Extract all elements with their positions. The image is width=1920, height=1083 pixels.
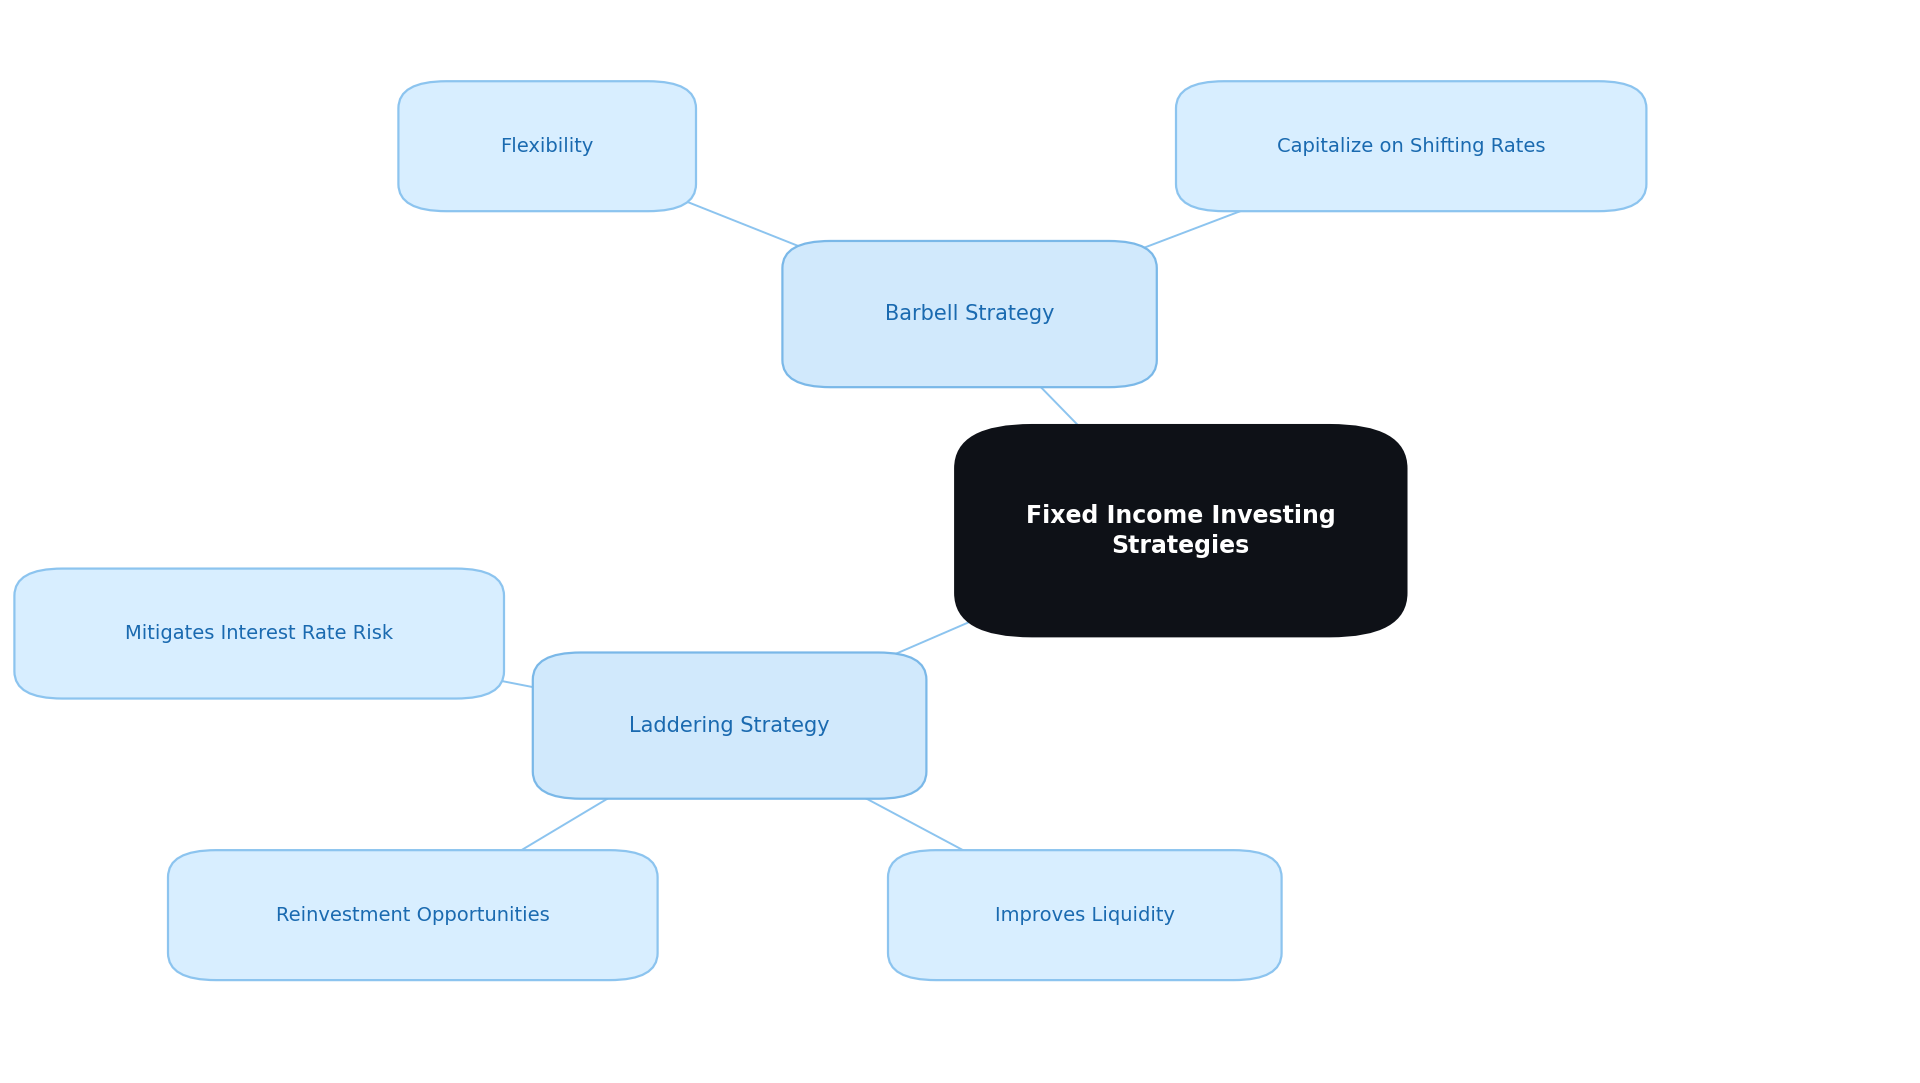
FancyBboxPatch shape xyxy=(783,242,1156,388)
FancyBboxPatch shape xyxy=(1175,81,1645,211)
FancyBboxPatch shape xyxy=(399,81,695,211)
Text: Laddering Strategy: Laddering Strategy xyxy=(630,716,829,735)
FancyBboxPatch shape xyxy=(169,850,657,980)
FancyBboxPatch shape xyxy=(956,425,1405,637)
Text: Reinvestment Opportunities: Reinvestment Opportunities xyxy=(276,905,549,925)
Text: Capitalize on Shifting Rates: Capitalize on Shifting Rates xyxy=(1277,136,1546,156)
FancyBboxPatch shape xyxy=(532,652,925,799)
Text: Mitigates Interest Rate Risk: Mitigates Interest Rate Risk xyxy=(125,624,394,643)
Text: Fixed Income Investing
Strategies: Fixed Income Investing Strategies xyxy=(1025,504,1336,558)
Text: Barbell Strategy: Barbell Strategy xyxy=(885,304,1054,324)
FancyBboxPatch shape xyxy=(887,850,1283,980)
FancyBboxPatch shape xyxy=(15,569,503,699)
Text: Flexibility: Flexibility xyxy=(501,136,593,156)
Text: Improves Liquidity: Improves Liquidity xyxy=(995,905,1175,925)
